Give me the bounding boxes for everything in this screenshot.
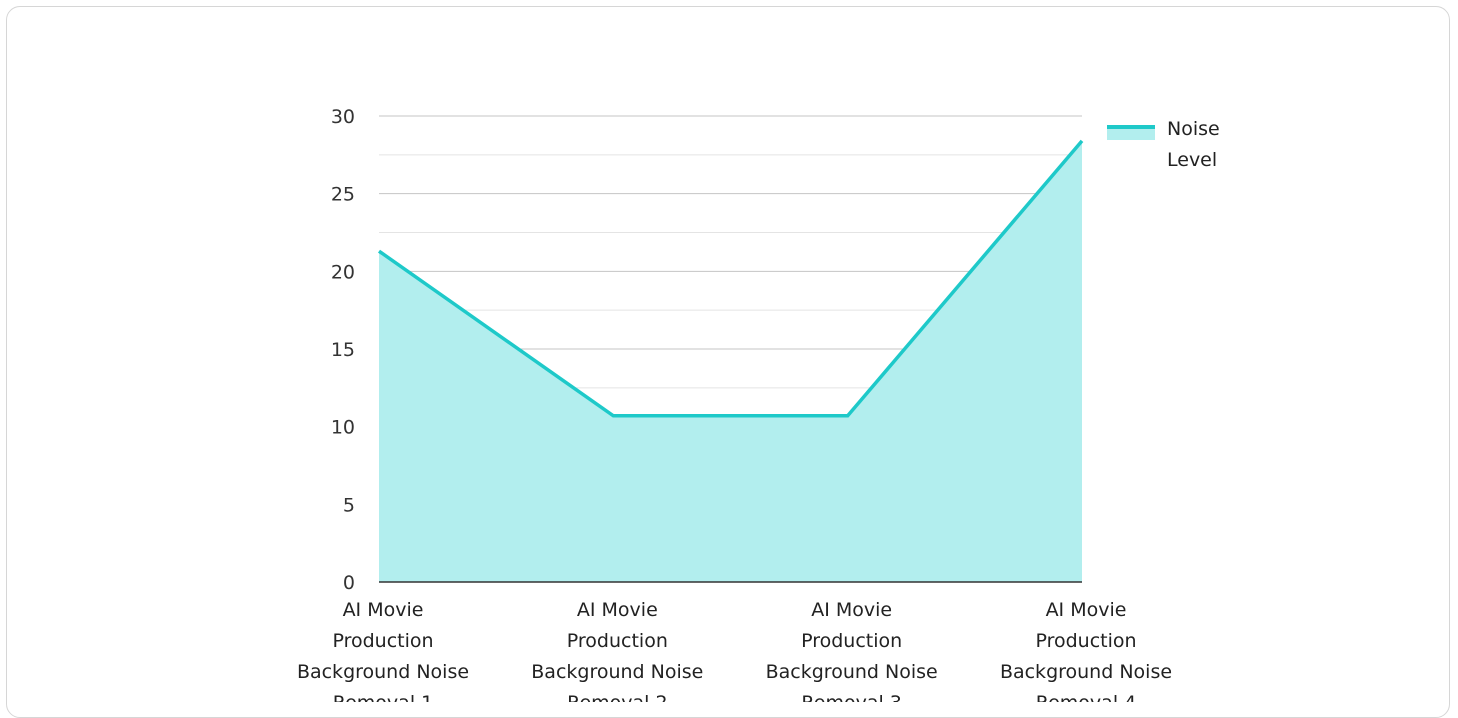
area-layer [379,141,1082,582]
y-tick-label: 5 [343,494,355,516]
y-tick-label: 25 [331,184,355,206]
y-axis: 0 5 10 15 20 25 30 [331,106,355,594]
y-tick-label: 30 [331,106,355,128]
y-tick-label: 20 [331,261,355,283]
y-tick-label: 15 [331,339,355,361]
y-tick-label: 10 [331,417,355,439]
series-area-noise-level [379,141,1082,582]
legend: Noise Level [1107,118,1220,171]
y-tick-label: 0 [343,572,355,594]
legend-label-line-2: Level [1167,149,1217,171]
legend-label-line-1: Noise [1167,118,1220,140]
